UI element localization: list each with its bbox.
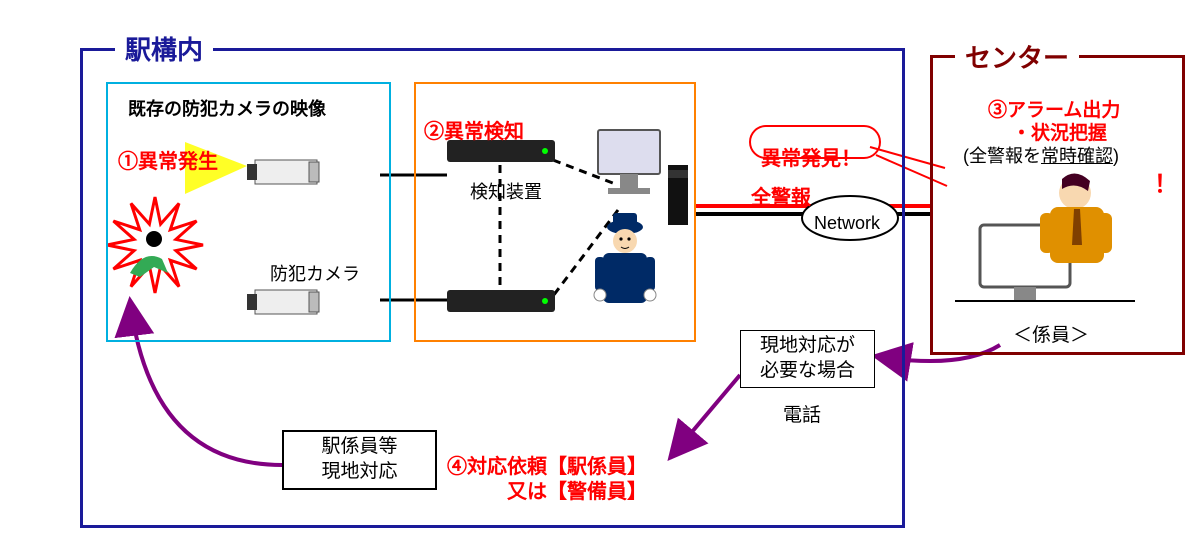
text-staffLabel: ＜係員＞ bbox=[1013, 320, 1089, 347]
station-title: 駅構内 bbox=[115, 30, 213, 67]
allConfirm-pre: (全警報を bbox=[963, 146, 1041, 166]
overlay-root: 駅構内既存の防犯カメラの映像 センター駅係員等現地対応 現地対応が必要な場合 ①異常発… bbox=[0, 0, 1200, 555]
text-network: Network bbox=[814, 213, 880, 234]
allConfirm-post: ) bbox=[1113, 146, 1119, 166]
needBox-line: 必要な場合 bbox=[760, 359, 855, 384]
staffBox-line: 現地対応 bbox=[321, 460, 397, 485]
needBox: 現地対応が必要な場合 bbox=[740, 330, 875, 388]
centerBox-title: センター bbox=[955, 38, 1079, 75]
needBox-line: 現地対応が bbox=[760, 334, 855, 359]
text-anomalyFound: 異常発見！ bbox=[761, 142, 861, 171]
text-detectDevice: 検知装置 bbox=[470, 178, 542, 204]
staffBox: 駅係員等現地対応 bbox=[282, 430, 437, 490]
allConfirm-under: 常時確認 bbox=[1041, 146, 1113, 166]
text-allConfirm: (全警報を常時確認) bbox=[963, 142, 1119, 168]
text-phone: 電話 bbox=[783, 400, 821, 427]
staffBox-line: 駅係員等 bbox=[321, 435, 397, 460]
text-anomalyOccur: ①異常発生 bbox=[118, 145, 218, 174]
text-reqLine2: 又は【警備員】 bbox=[507, 475, 647, 504]
text-anomalyDetect: ②異常検知 bbox=[424, 115, 524, 144]
text-excl: ！ bbox=[1154, 164, 1178, 199]
text-allAlarm: 全警報 bbox=[751, 181, 811, 210]
cameraBox-title: 既存の防犯カメラの映像 bbox=[118, 95, 336, 121]
text-situation: ・状況把握 bbox=[1012, 118, 1107, 145]
text-cameraLabel: 防犯カメラ bbox=[270, 260, 360, 286]
cameraBox bbox=[106, 82, 391, 342]
